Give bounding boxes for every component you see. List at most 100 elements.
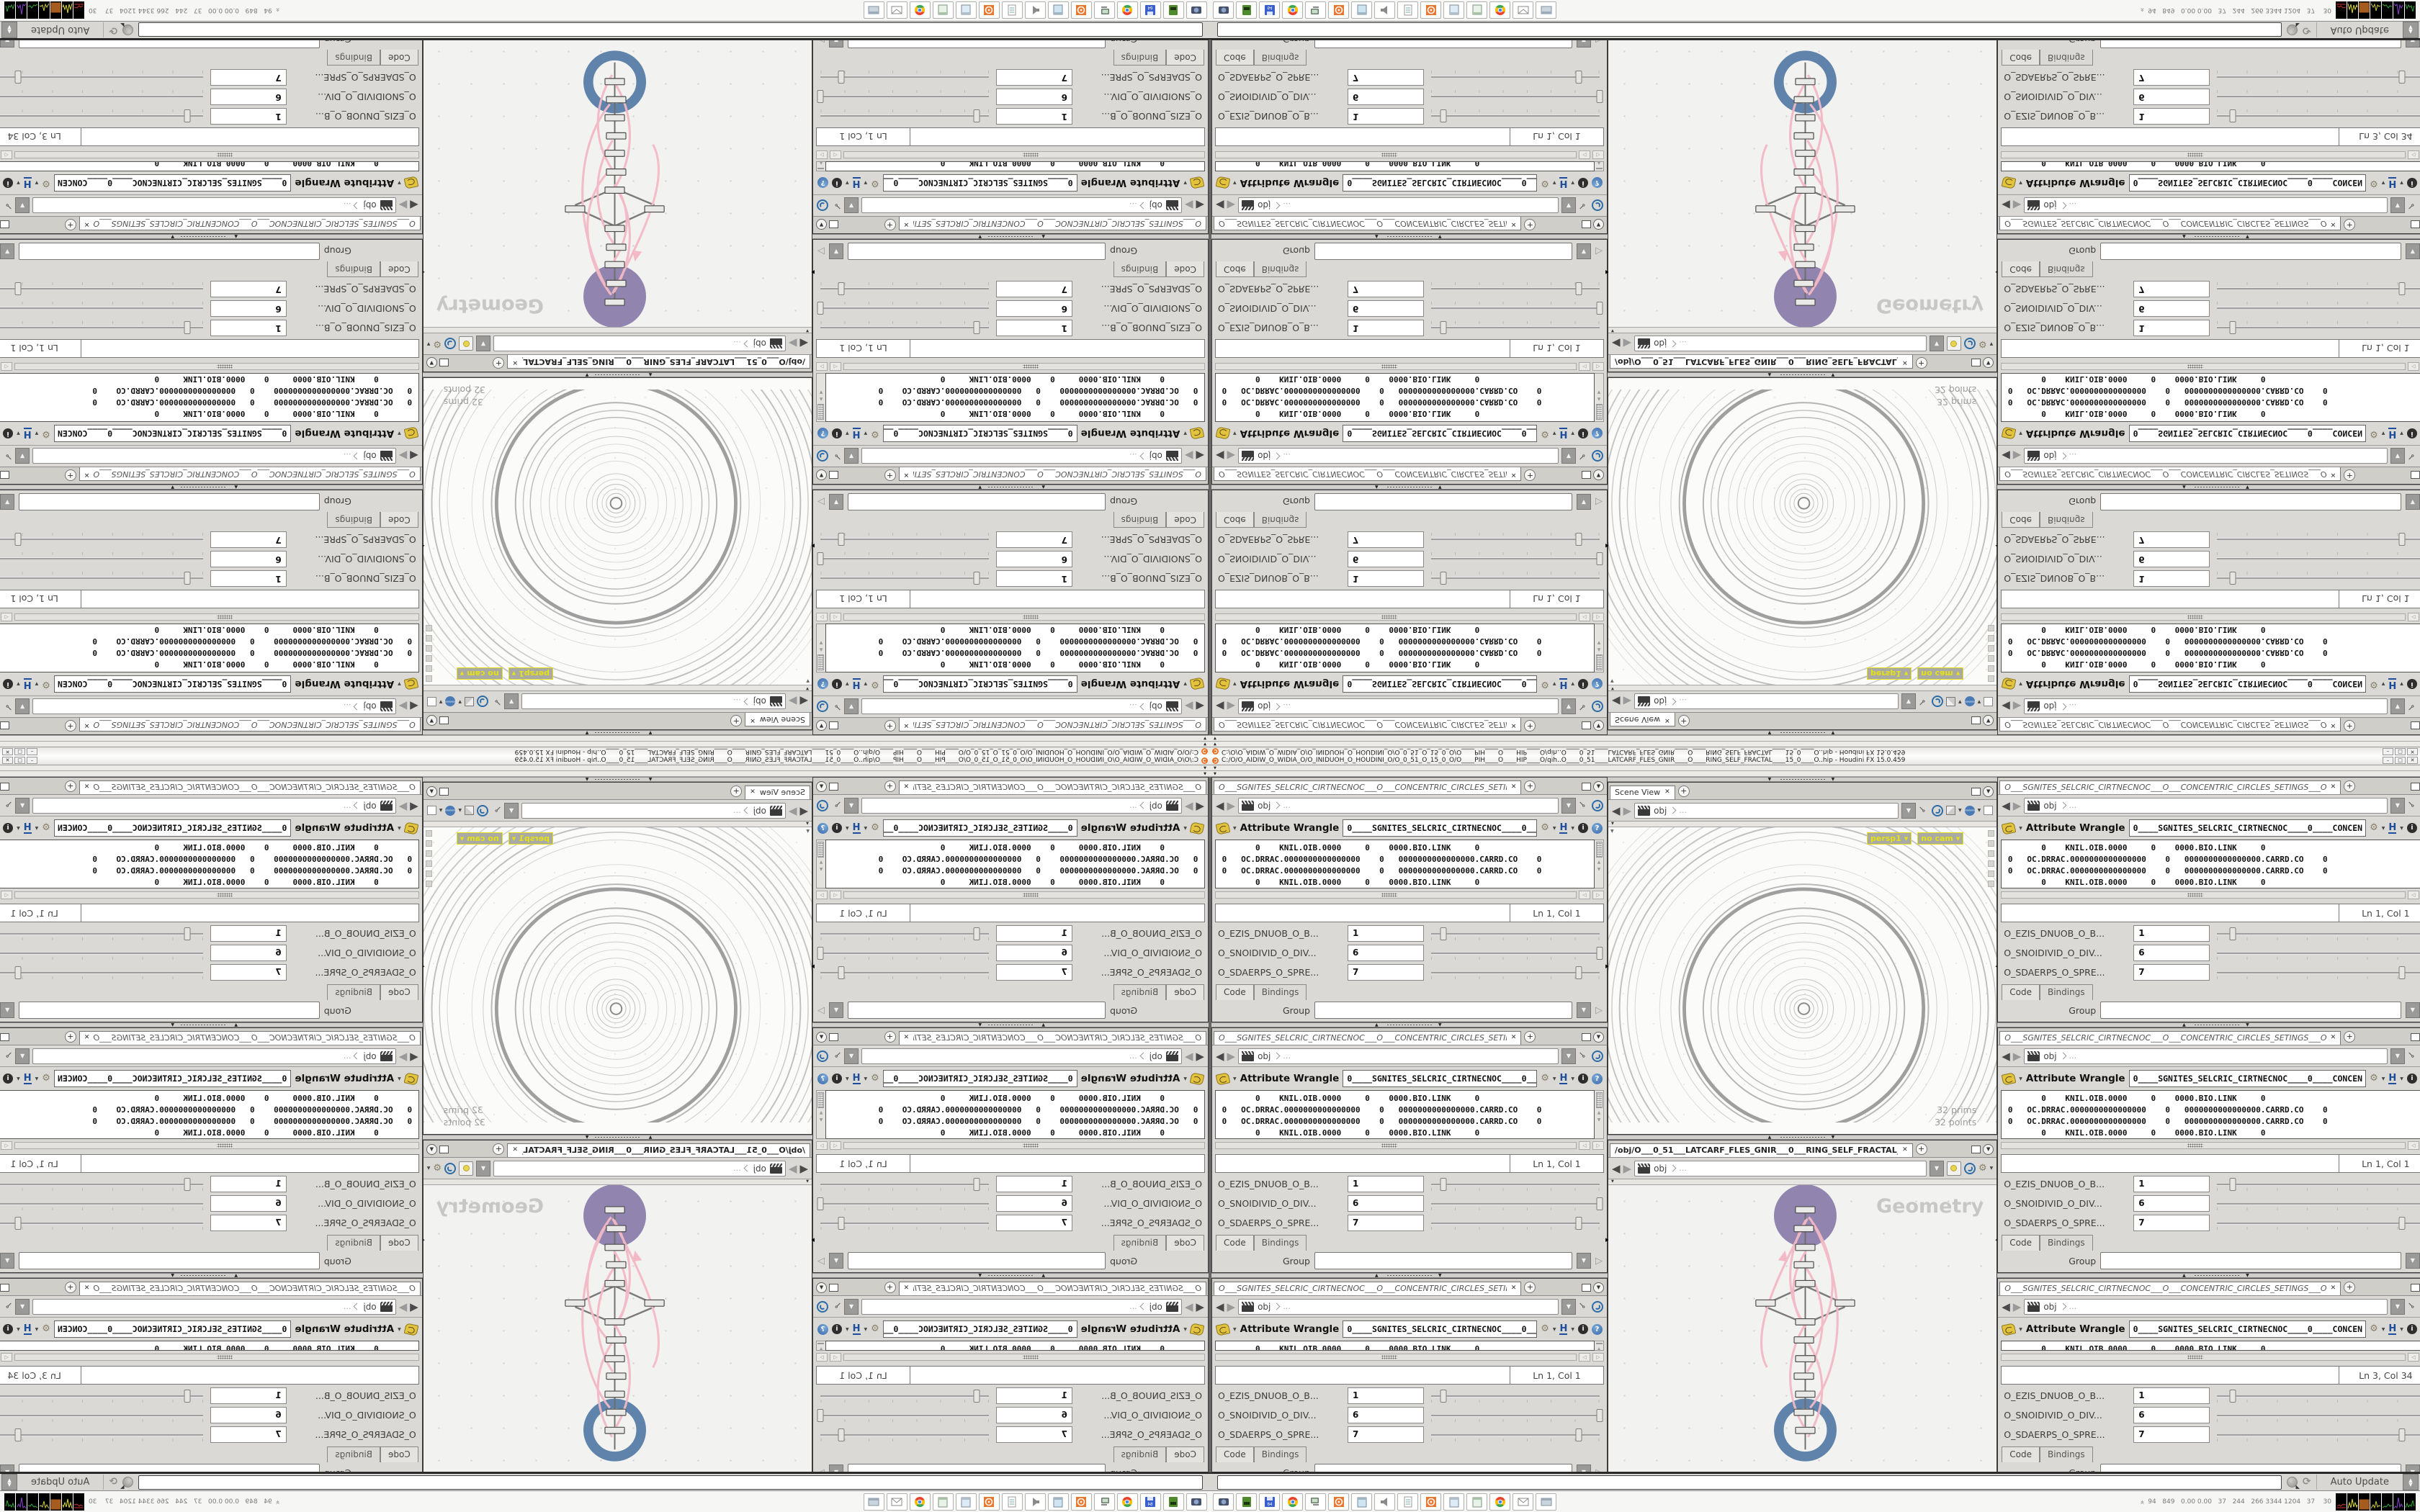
gear-icon[interactable]: ⚙ xyxy=(1541,679,1549,690)
scroll-up-icon[interactable]: ▲ xyxy=(819,1346,823,1351)
scroll-down-icon[interactable]: ▼ xyxy=(1597,640,1601,645)
slider-handle[interactable] xyxy=(2398,1428,2406,1441)
pane-maximize-button[interactable] xyxy=(1582,783,1591,791)
gear-icon[interactable]: ⚙ xyxy=(433,338,442,350)
node-type-dropdown-icon[interactable]: ▼ xyxy=(2019,825,2022,831)
camera-select-chip[interactable]: no cam ▼ xyxy=(456,667,503,680)
collapsed-shelf-bar[interactable]: ▼ xyxy=(0,735,1210,741)
scrollbar-handle[interactable] xyxy=(1595,1092,1603,1108)
scroll-left-button[interactable]: ◁ xyxy=(1,1353,13,1362)
attribute-wrangle-icon[interactable] xyxy=(1189,426,1205,441)
taskbar-icon-chrome[interactable] xyxy=(1282,1,1303,19)
breadcrumb-root[interactable]: obj xyxy=(2043,451,2057,462)
monitor-graph-tile[interactable] xyxy=(2370,1493,2381,1511)
path-dropdown-button[interactable]: ▼ xyxy=(476,336,491,352)
code-block[interactable]: 0 KNIL.OIB.0000 0 0000.BIO.LINK 0 0 OC.D… xyxy=(0,1090,419,1139)
vex-code-editor[interactable]: 0 KNIL.OIB.0000 0 0000.BIO.LINK 0 0 OC.D… xyxy=(816,840,1205,888)
update-mode-dropdown[interactable]: ▲ ▼ xyxy=(2403,22,2419,38)
breadcrumb-root[interactable]: obj xyxy=(1258,1301,1271,1312)
pane-tab[interactable]: O___SGNITES_SELCRIC_CIRTNECNOC___O___CON… xyxy=(898,780,1206,794)
breadcrumb[interactable]: obj ... xyxy=(2024,448,2388,464)
houdini-help-h-icon[interactable]: H xyxy=(23,1072,32,1084)
tab-code[interactable]: Code xyxy=(1216,984,1254,1000)
scrollbar-handle[interactable] xyxy=(217,1355,233,1359)
tab-close-icon[interactable]: ✕ xyxy=(2330,1284,2336,1292)
nav-forward-icon[interactable]: ▶ xyxy=(1184,798,1193,812)
slider-handle[interactable] xyxy=(2229,1389,2236,1403)
parameter-slider[interactable] xyxy=(2215,1216,2420,1230)
taskbar-icon-houdini-alt[interactable] xyxy=(1420,1,1441,19)
taskbar-icon-screenshot-tool[interactable] xyxy=(1186,1,1207,19)
vex-code-editor[interactable]: 0 KNIL.OIB.0000 0 0000.BIO.LINK 0 0 OC.D… xyxy=(1215,624,1604,672)
path-dropdown-button[interactable]: ▼ xyxy=(2390,197,2405,214)
info-icon[interactable]: i xyxy=(3,679,14,689)
pane-menu-button[interactable]: ▼ xyxy=(816,1032,827,1043)
parameter-value-field[interactable]: 6 xyxy=(1348,89,1424,105)
expand-icon[interactable]: ▼ xyxy=(1204,736,1206,740)
recook-recycle-icon[interactable]: ⟳ xyxy=(2302,1476,2311,1488)
pin-icon[interactable] xyxy=(831,201,841,211)
code-vertical-scrollbar[interactable]: ▲ ▼ xyxy=(1595,624,1604,672)
parameter-slider[interactable] xyxy=(1430,321,1601,336)
attribute-wrangle-icon[interactable] xyxy=(403,176,419,190)
info-icon[interactable]: i xyxy=(832,1074,842,1084)
attribute-wrangle-icon[interactable] xyxy=(403,821,419,835)
breadcrumb[interactable]: obj ... xyxy=(861,797,1182,814)
scroll-up-icon[interactable]: ▲ xyxy=(819,397,823,402)
tab-code[interactable]: Code xyxy=(1216,50,1254,66)
nav-back-icon[interactable]: ◀ xyxy=(410,199,418,212)
parameter-value-field[interactable]: 6 xyxy=(996,1195,1072,1212)
parameter-slider[interactable] xyxy=(2215,71,2420,85)
nav-back-icon[interactable]: ◀ xyxy=(1216,199,1224,212)
breadcrumb-root[interactable]: obj xyxy=(753,696,766,707)
breadcrumb-root[interactable]: obj xyxy=(1654,805,1667,816)
houdini-help-h-icon[interactable]: H xyxy=(1559,1072,1568,1084)
tab-bindings[interactable]: Bindings xyxy=(2039,984,2093,1000)
nav-back-icon[interactable]: ◀ xyxy=(410,1300,418,1313)
parameter-slider[interactable] xyxy=(1430,71,1601,85)
scroll-right-button[interactable]: ▷ xyxy=(816,1353,828,1362)
recook-recycle-icon[interactable]: ⟳ xyxy=(2302,24,2311,36)
new-tab-button[interactable]: + xyxy=(884,1282,896,1293)
taskbar-icon-chrome[interactable] xyxy=(1282,1493,1303,1511)
gear-icon[interactable]: ⚙ xyxy=(42,178,50,189)
pin-icon[interactable] xyxy=(831,1302,841,1312)
vex-code-editor[interactable]: 0 KNIL.OIB.0000 0 0000.BIO.LINK 0 0 OC.D… xyxy=(1215,161,1604,171)
pane-maximize-button[interactable] xyxy=(829,783,838,791)
taskbar-icon-notepad[interactable] xyxy=(1351,1493,1372,1511)
monitor-graph-tile[interactable] xyxy=(73,1493,84,1511)
gear-icon[interactable]: ⚙ xyxy=(871,1073,879,1084)
slider-handle[interactable] xyxy=(838,533,845,546)
node-type-dropdown-icon[interactable]: ▼ xyxy=(1183,825,1187,831)
slider-handle[interactable] xyxy=(1440,1177,1447,1191)
group-dropdown-button[interactable]: ▼ xyxy=(1577,1002,1591,1018)
parameter-slider[interactable] xyxy=(1430,90,1603,104)
editor-message-field[interactable] xyxy=(1215,1154,1510,1173)
nav-forward-icon[interactable]: ▶ xyxy=(1227,449,1236,463)
parameter-value-field[interactable]: 6 xyxy=(210,1407,287,1423)
perspective-view-chip[interactable]: persp1 ▼ xyxy=(1867,832,1912,845)
houdini-help-h-icon[interactable]: H xyxy=(1559,428,1568,440)
group-input[interactable] xyxy=(19,1464,320,1472)
code-block[interactable]: 0 KNIL.OIB.0000 0 0000.BIO.LINK 0 0 OC.D… xyxy=(2001,624,2420,672)
nav-forward-icon[interactable]: ▶ xyxy=(398,700,408,714)
breadcrumb[interactable]: obj ... xyxy=(32,448,396,464)
taskbar-icon-archive[interactable] xyxy=(864,1,884,19)
tab-code[interactable]: Code xyxy=(2002,1446,2040,1462)
group-input[interactable] xyxy=(848,1002,1106,1019)
new-tab-button[interactable]: + xyxy=(64,1282,76,1293)
houdini-help-h-icon[interactable]: H xyxy=(23,1323,32,1335)
tray-collapse-icon[interactable]: « xyxy=(274,9,282,12)
slider-handle[interactable] xyxy=(2229,572,2236,585)
vex-code-editor[interactable]: 0 KNIL.OIB.0000 0 0000.BIO.LINK 0 0 OC.D… xyxy=(0,161,419,171)
group-input[interactable] xyxy=(19,1002,320,1019)
collapsed-path-bar[interactable]: ▼ xyxy=(1608,1179,1997,1185)
tab-close-icon[interactable]: ✕ xyxy=(750,788,756,796)
taskbar-icon-system-monitor[interactable] xyxy=(1305,1,1326,19)
select-sphere-icon[interactable] xyxy=(2286,24,2298,35)
pin-icon[interactable] xyxy=(2408,1302,2418,1312)
pane-splitter[interactable]: ▲ ▼ xyxy=(1997,234,2420,239)
pane-maximize-button[interactable] xyxy=(2410,721,2420,729)
nav-back-icon[interactable]: ◀ xyxy=(1196,449,1204,463)
parameter-value-field[interactable]: 6 xyxy=(1348,551,1424,567)
